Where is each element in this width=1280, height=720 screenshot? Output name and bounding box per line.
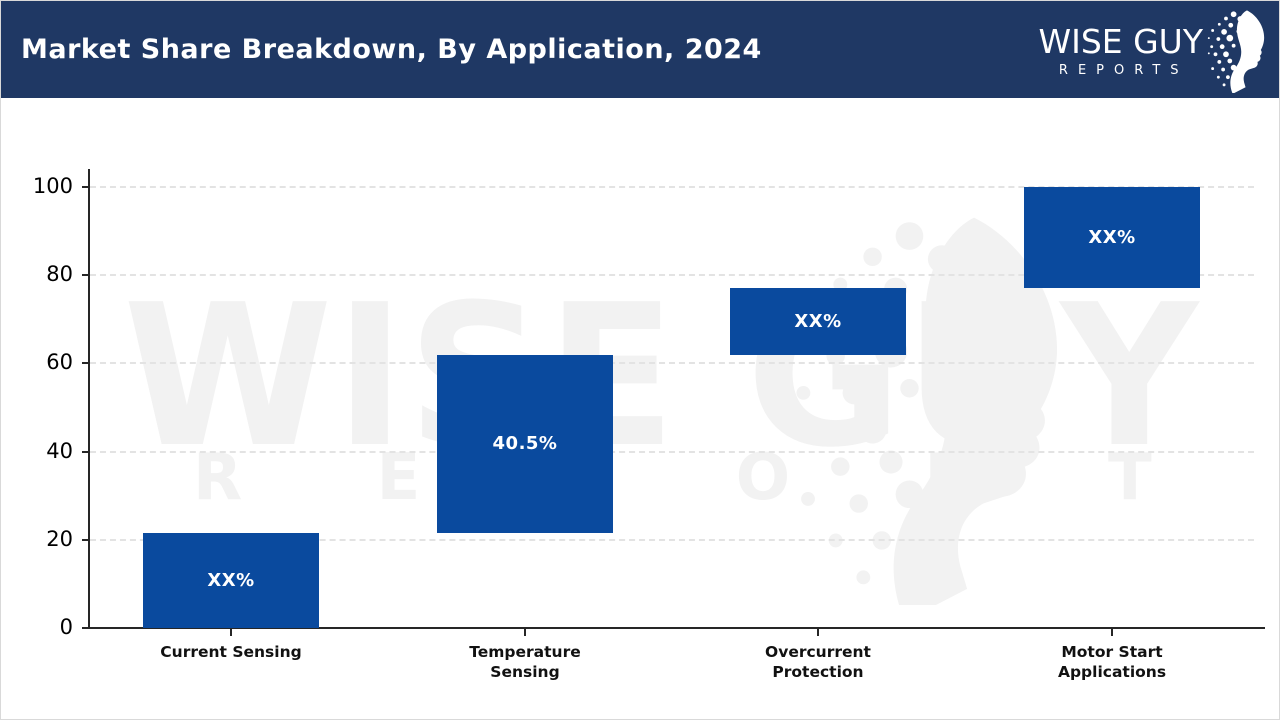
brand-wordmark: WISE GUY [1038, 22, 1203, 61]
y-tick-label-20: 20 [46, 526, 73, 551]
x-tick-mark-3 [1111, 629, 1113, 636]
brand-reports-text: REPORTS [1058, 63, 1189, 78]
category-label-line: Temperature [469, 643, 581, 661]
gridline-y-20 [90, 538, 1254, 541]
y-tick-label-60: 60 [46, 350, 73, 375]
y-tick-mark-40 [82, 450, 89, 453]
category-label-line: Overcurrent [765, 643, 871, 661]
plot-area: 0 20 40 60 80 100 Current Sensing Temperature Se… [1, 98, 1279, 719]
gridline-y-40 [90, 450, 1254, 453]
y-axis-line [88, 169, 90, 629]
bar-segment: XX% [1024, 187, 1200, 289]
bar-value-label: XX% [1088, 227, 1136, 249]
bar-segment: 40.5% [437, 354, 613, 534]
category-label-line: Protection [772, 663, 864, 681]
category-label-line: Applications [1057, 663, 1167, 681]
y-tick-mark-100 [82, 186, 89, 188]
brand-logo: WISE GUY REPORTS [1038, 5, 1267, 95]
chart-title: Market Share Breakdown, By Application, … [21, 34, 762, 65]
y-tick-label-100: 100 [32, 174, 73, 198]
category-label: Current Sensing [121, 642, 341, 662]
x-tick-mark-2 [817, 629, 819, 636]
y-tick-mark-0 [82, 627, 89, 629]
brand-logo-text: WISE GUY REPORTS [1038, 22, 1203, 78]
category-label: Temperature Sensing [415, 642, 635, 682]
y-tick-mark-80 [82, 274, 89, 277]
dotted-head-icon [1207, 10, 1265, 93]
bar-value-label: XX% [794, 310, 842, 332]
category-label: Overcurrent Protection [708, 642, 928, 682]
y-tick-label-40: 40 [46, 438, 73, 463]
category-label: Motor Start Applications [1002, 642, 1222, 682]
bar-value-label: XX% [207, 570, 255, 592]
y-tick-mark-20 [82, 538, 89, 541]
category-label-line: Current Sensing [160, 643, 302, 661]
y-tick-label-0: 0 [59, 615, 73, 639]
gridline-y-100 [90, 186, 1254, 188]
bar-segment: XX% [143, 533, 319, 628]
y-tick-mark-60 [82, 362, 89, 365]
x-tick-mark-1 [524, 629, 526, 636]
header-bar: Market Share Breakdown, By Application, … [1, 1, 1279, 98]
watermark-reports-text: R E P O R T S [193, 441, 1280, 515]
x-tick-mark-0 [230, 629, 232, 636]
y-tick-label-80: 80 [46, 262, 73, 287]
category-label-line: Sensing [490, 663, 560, 681]
bar-segment: XX% [730, 288, 906, 355]
bar-value-label: 40.5% [492, 433, 558, 455]
gridline-y-80 [90, 274, 1254, 277]
category-label-line: Motor Start [1061, 643, 1163, 661]
gridline-y-60 [90, 362, 1254, 365]
x-axis-line [88, 627, 1265, 629]
